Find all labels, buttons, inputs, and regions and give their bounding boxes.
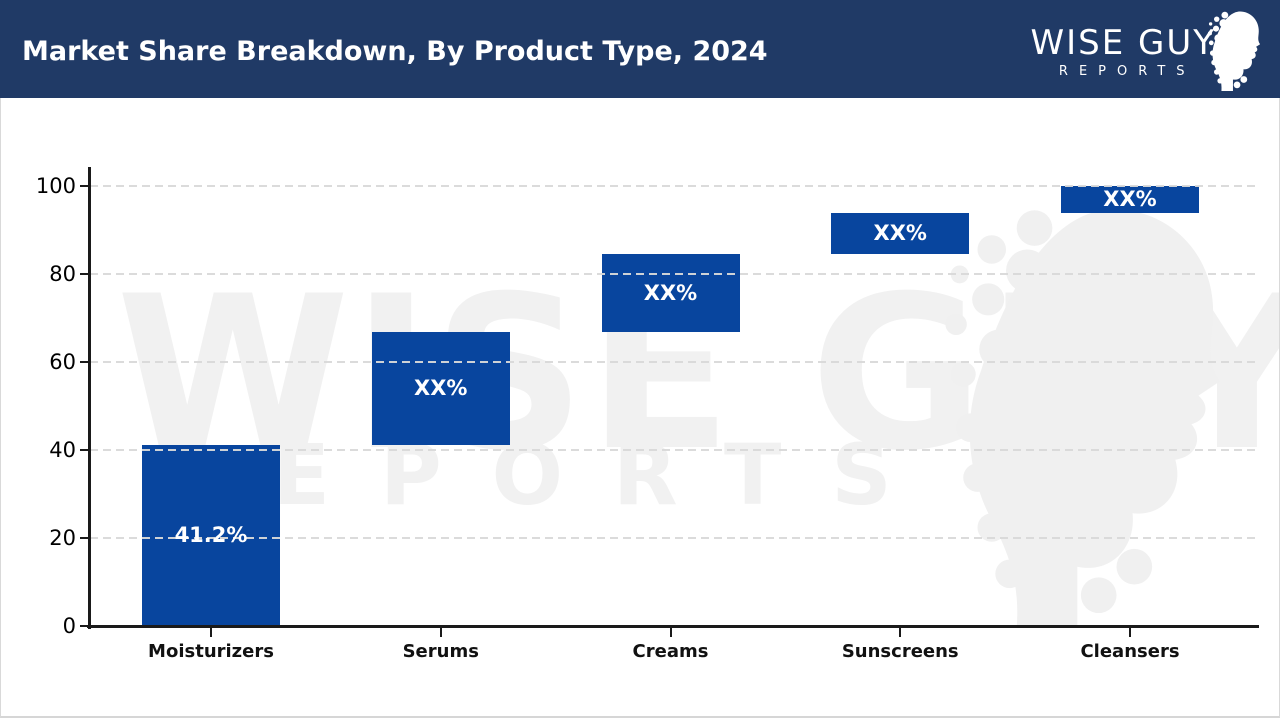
wiseguy-logo: WISE GUY REPORTS — [1030, 6, 1264, 96]
logo-name: WISE GUY — [1030, 23, 1216, 63]
page-frame-border — [0, 98, 1280, 718]
logo-tagline: REPORTS — [1058, 64, 1196, 79]
header-banner: Market Share Breakdown, By Product Type,… — [0, 0, 1280, 98]
logo-text: WISE GUY REPORTS — [1030, 23, 1216, 79]
watermark-tagline: REPORTS — [158, 426, 942, 524]
chart-title: Market Share Breakdown, By Product Type,… — [22, 36, 768, 67]
